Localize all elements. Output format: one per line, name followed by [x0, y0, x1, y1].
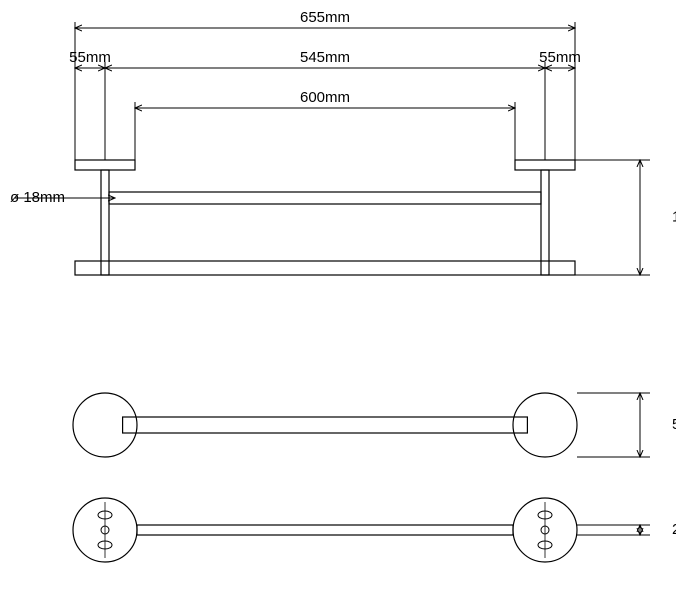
- dimension-label: 55mm: [539, 49, 581, 66]
- dimension-label: 55mm: [69, 49, 111, 66]
- dimension-label: 545mm: [300, 49, 350, 66]
- dimension-label: 121mm: [672, 208, 676, 225]
- dimension-label: 655mm: [300, 9, 350, 26]
- dimension-label: 55mm: [672, 416, 676, 433]
- dimension-label: 600mm: [300, 89, 350, 106]
- technical-drawing: 655mm 55mm 545mm 55mm 600mm ø 18mm 121mm 55mm 25…: [0, 0, 676, 597]
- dimension-label: ø 18mm: [10, 189, 65, 206]
- dimension-label: 25mm: [672, 521, 676, 538]
